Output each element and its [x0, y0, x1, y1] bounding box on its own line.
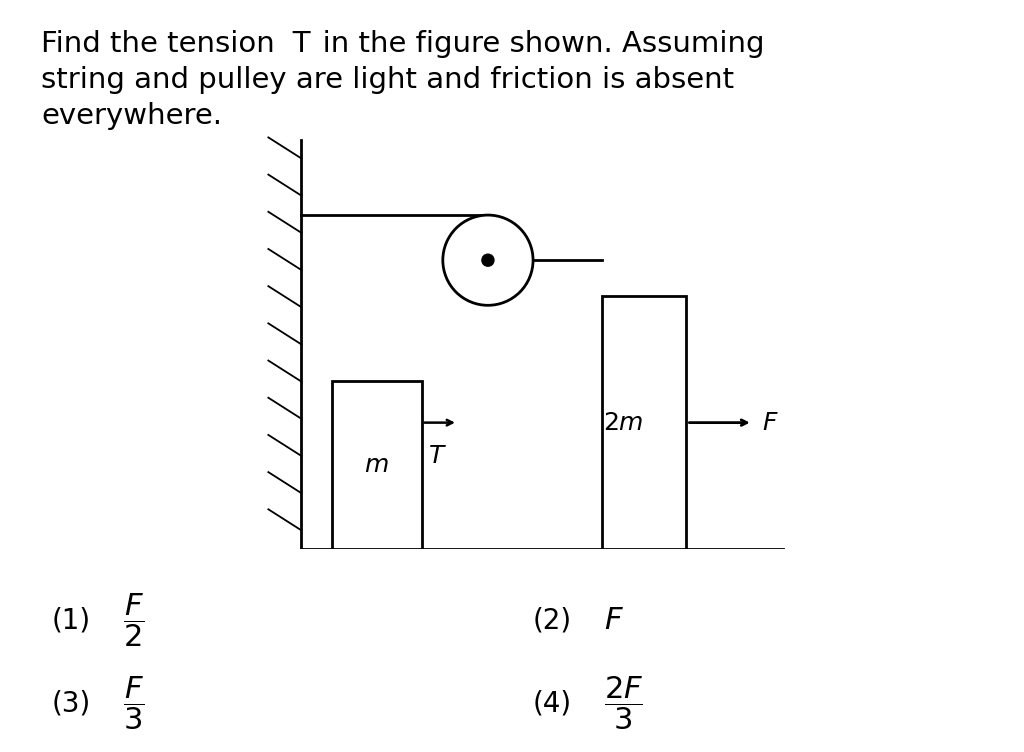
Circle shape	[482, 254, 494, 266]
Text: $F$: $F$	[762, 411, 778, 435]
Text: (2): (2)	[532, 606, 571, 635]
Text: Find the tension   T  in the figure shown. Assuming: Find the tension T in the figure shown. …	[41, 30, 765, 58]
Text: everywhere.: everywhere.	[41, 102, 222, 130]
Circle shape	[442, 215, 534, 305]
Text: $m$: $m$	[365, 453, 389, 477]
Text: $\dfrac{F}{2}$: $\dfrac{F}{2}$	[123, 592, 144, 649]
Bar	[332, 381, 422, 549]
Text: (4): (4)	[532, 689, 571, 717]
Text: $2m$: $2m$	[603, 411, 643, 435]
Text: (1): (1)	[51, 606, 90, 635]
Text: string and pulley are light and friction is absent: string and pulley are light and friction…	[41, 66, 734, 94]
Text: $F$: $F$	[604, 606, 624, 635]
Text: $T$: $T$	[428, 444, 446, 468]
Bar	[602, 296, 686, 549]
Text: $\dfrac{2F}{3}$: $\dfrac{2F}{3}$	[604, 675, 643, 732]
Text: (3): (3)	[51, 689, 90, 717]
Text: $\dfrac{F}{3}$: $\dfrac{F}{3}$	[123, 675, 144, 732]
